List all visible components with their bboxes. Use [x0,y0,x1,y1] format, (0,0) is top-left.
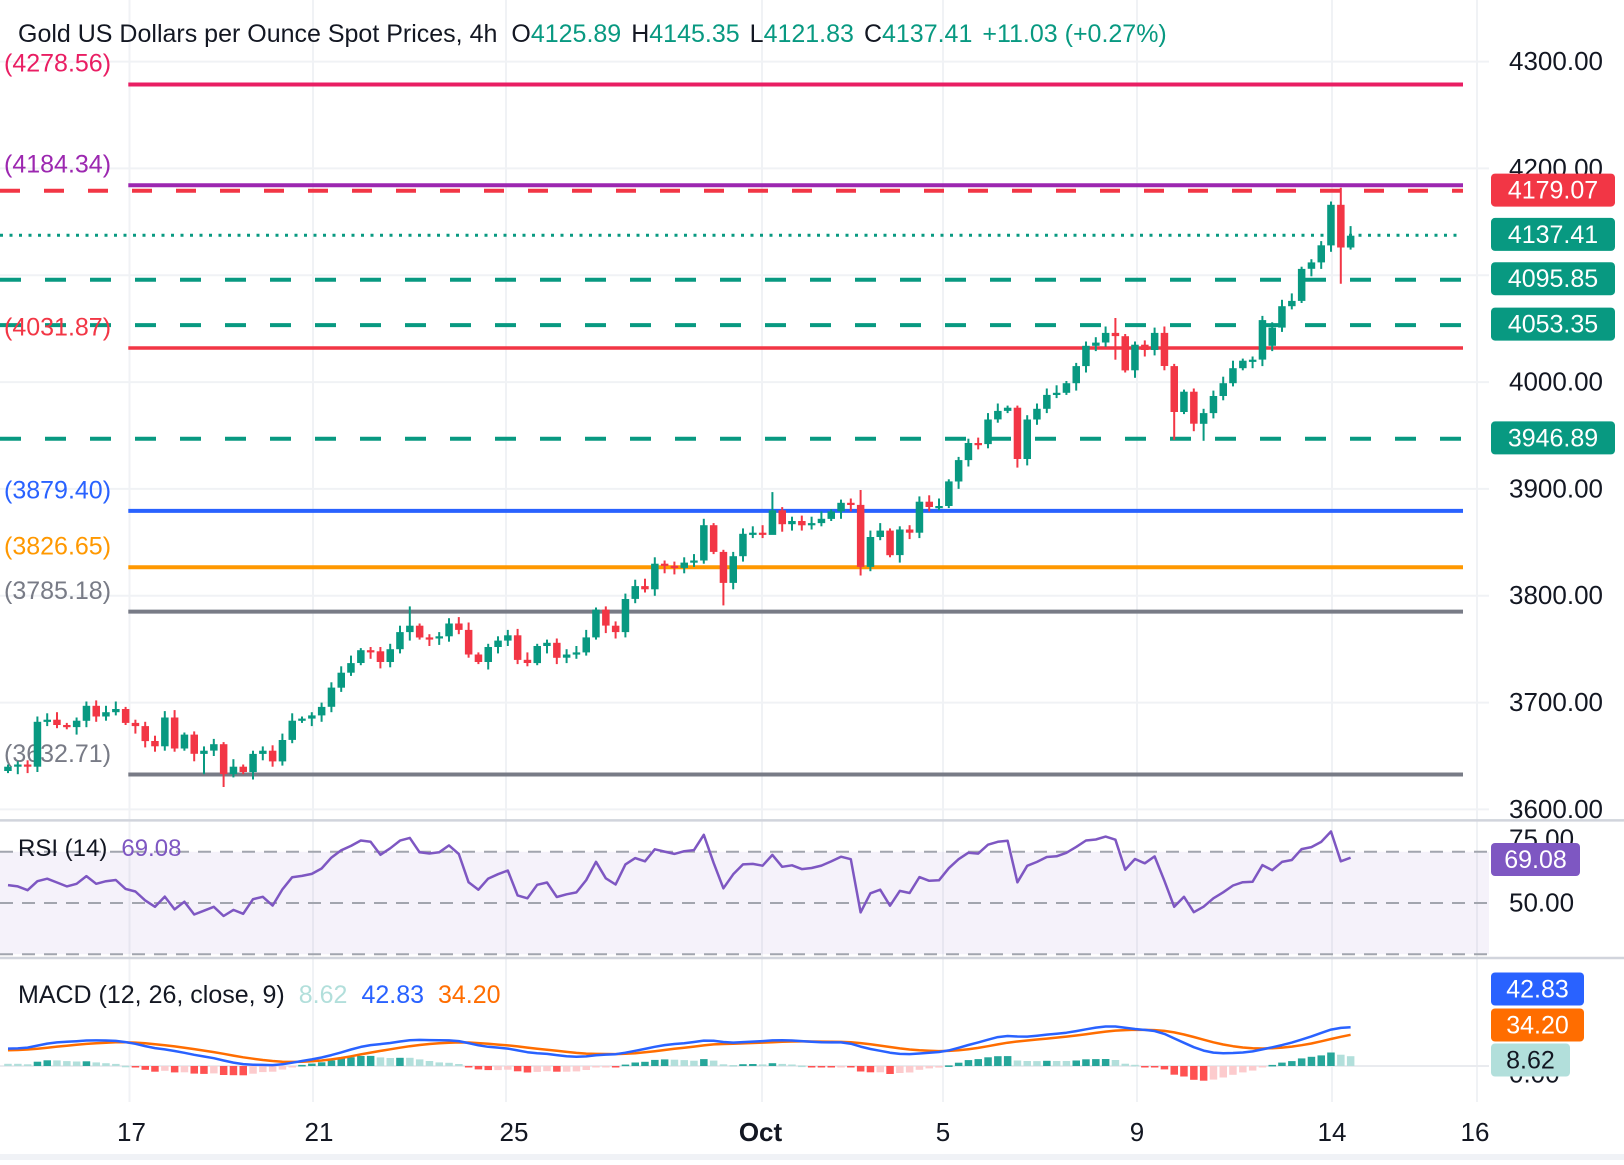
svg-text:(3632.71): (3632.71) [4,740,111,768]
svg-text:(3785.18): (3785.18) [4,577,111,605]
svg-text:16: 16 [1461,1117,1490,1147]
svg-text:17: 17 [117,1117,146,1147]
svg-text:50.00: 50.00 [1509,888,1574,918]
svg-text:(3879.40): (3879.40) [4,477,111,505]
svg-text:3600.00: 3600.00 [1509,794,1603,824]
svg-text:4179.07: 4179.07 [1508,177,1598,205]
svg-text:4137.41: 4137.41 [1508,221,1598,249]
svg-text:3900.00: 3900.00 [1509,473,1603,503]
svg-text:(4184.34): (4184.34) [4,151,111,179]
svg-text:25: 25 [500,1117,529,1147]
svg-text:3700.00: 3700.00 [1509,687,1603,717]
svg-text:9: 9 [1130,1117,1144,1147]
svg-text:RSI (14)69.08: RSI (14) 69.08 [18,835,181,862]
svg-text:5: 5 [936,1117,950,1147]
svg-text:Oct: Oct [739,1117,783,1147]
svg-text:4300.00: 4300.00 [1509,46,1603,76]
svg-text:4053.35: 4053.35 [1508,311,1598,339]
svg-text:(4031.87): (4031.87) [4,314,111,342]
svg-text:34.20: 34.20 [1506,1012,1569,1040]
svg-text:42.83: 42.83 [1506,976,1569,1004]
svg-text:(4278.56): (4278.56) [4,50,111,78]
svg-text:3946.89: 3946.89 [1508,424,1598,452]
svg-text:Gold US Dollars per Ounce Spot: Gold US Dollars per Ounce Spot Prices, 4… [18,20,1167,48]
svg-text:4000.00: 4000.00 [1509,367,1603,397]
svg-text:8.62: 8.62 [1506,1047,1555,1075]
svg-text:21: 21 [305,1117,334,1147]
svg-text:14: 14 [1318,1117,1347,1147]
svg-text:(3826.65): (3826.65) [4,533,111,561]
svg-text:69.08: 69.08 [1504,846,1567,874]
svg-text:3800.00: 3800.00 [1509,580,1603,610]
svg-text:4095.85: 4095.85 [1508,265,1598,293]
